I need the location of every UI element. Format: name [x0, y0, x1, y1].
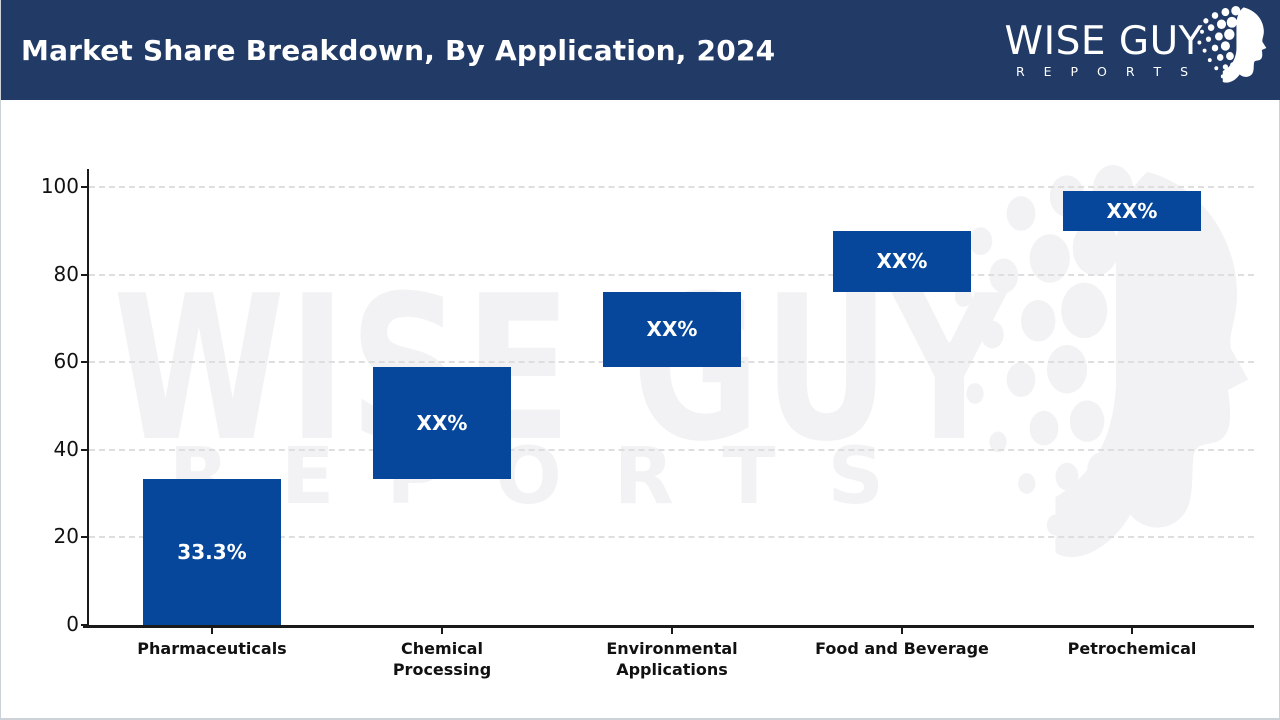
- page-title: Market Share Breakdown, By Application, …: [21, 33, 776, 67]
- bar-chemical-processing: XX%: [373, 366, 511, 480]
- watermark-subtext: REPORTS: [169, 432, 936, 522]
- x-tick-mark-environmental-applications: [671, 628, 673, 634]
- header-bar: Market Share Breakdown, By Application, …: [1, 0, 1280, 100]
- y-tick-mark-100: [81, 186, 88, 188]
- category-label-petrochemical: Petrochemical: [1067, 639, 1197, 658]
- bar-value-label-pharmaceuticals: 33.3%: [177, 540, 247, 565]
- y-tick-label-80: 80: [53, 261, 79, 286]
- x-axis-line: [83, 625, 1254, 628]
- brand-subtitle: R E P O R T S: [1015, 63, 1196, 79]
- watermark-head-icon: [943, 165, 1249, 558]
- y-tick-label-20: 20: [53, 524, 79, 549]
- bar-pharmaceuticals: 33.3%: [143, 479, 281, 625]
- category-label-chemical-processing: Chemical Processing: [392, 639, 492, 679]
- gridline-40: [89, 448, 1254, 451]
- brand-logo: WISE GUY R E P O R T S: [1005, 6, 1267, 94]
- gridline-100: [89, 186, 1254, 188]
- brand-head-icon: [1197, 6, 1267, 83]
- watermark-text: WISE GUY: [113, 253, 1009, 486]
- brand-name: WISE GUY: [1004, 18, 1203, 64]
- y-axis-line: [87, 169, 89, 627]
- y-tick-mark-60: [81, 361, 88, 364]
- y-tick-label-60: 60: [53, 349, 79, 374]
- bar-environmental-applications: XX%: [603, 292, 741, 367]
- gridline-20: [89, 536, 1254, 539]
- category-label-environmental-applications: Environmental Applications: [606, 639, 738, 679]
- y-tick-mark-80: [81, 273, 88, 276]
- x-tick-mark-chemical-processing: [441, 628, 443, 634]
- bar-value-label-environmental-applications: XX%: [646, 317, 698, 342]
- category-label-food-and-beverage: Food and Beverage: [815, 639, 989, 658]
- bar-petrochemical: XX%: [1063, 191, 1201, 231]
- y-tick-mark-40: [81, 448, 88, 451]
- y-tick-label-0: 0: [66, 612, 79, 636]
- x-tick-mark-pharmaceuticals: [211, 628, 213, 634]
- bar-food-and-beverage: XX%: [833, 230, 971, 293]
- y-tick-label-40: 40: [53, 436, 79, 461]
- y-tick-label-100: 100: [40, 174, 79, 198]
- x-tick-mark-food-and-beverage: [901, 628, 903, 634]
- category-label-pharmaceuticals: Pharmaceuticals: [137, 639, 287, 658]
- y-tick-mark-20: [81, 536, 88, 539]
- brand-logo-text: WISE GUY R E P O R T S: [1005, 22, 1203, 79]
- bar-value-label-chemical-processing: XX%: [416, 410, 468, 435]
- bar-value-label-petrochemical: XX%: [1106, 199, 1158, 224]
- x-tick-mark-petrochemical: [1131, 628, 1133, 634]
- bar-value-label-food-and-beverage: XX%: [876, 249, 928, 274]
- plot-area: 0 20 40 60 80 100 33.3% Pharmaceuticals XX% Chemi…: [1, 100, 1280, 720]
- gridline-80: [89, 273, 1254, 276]
